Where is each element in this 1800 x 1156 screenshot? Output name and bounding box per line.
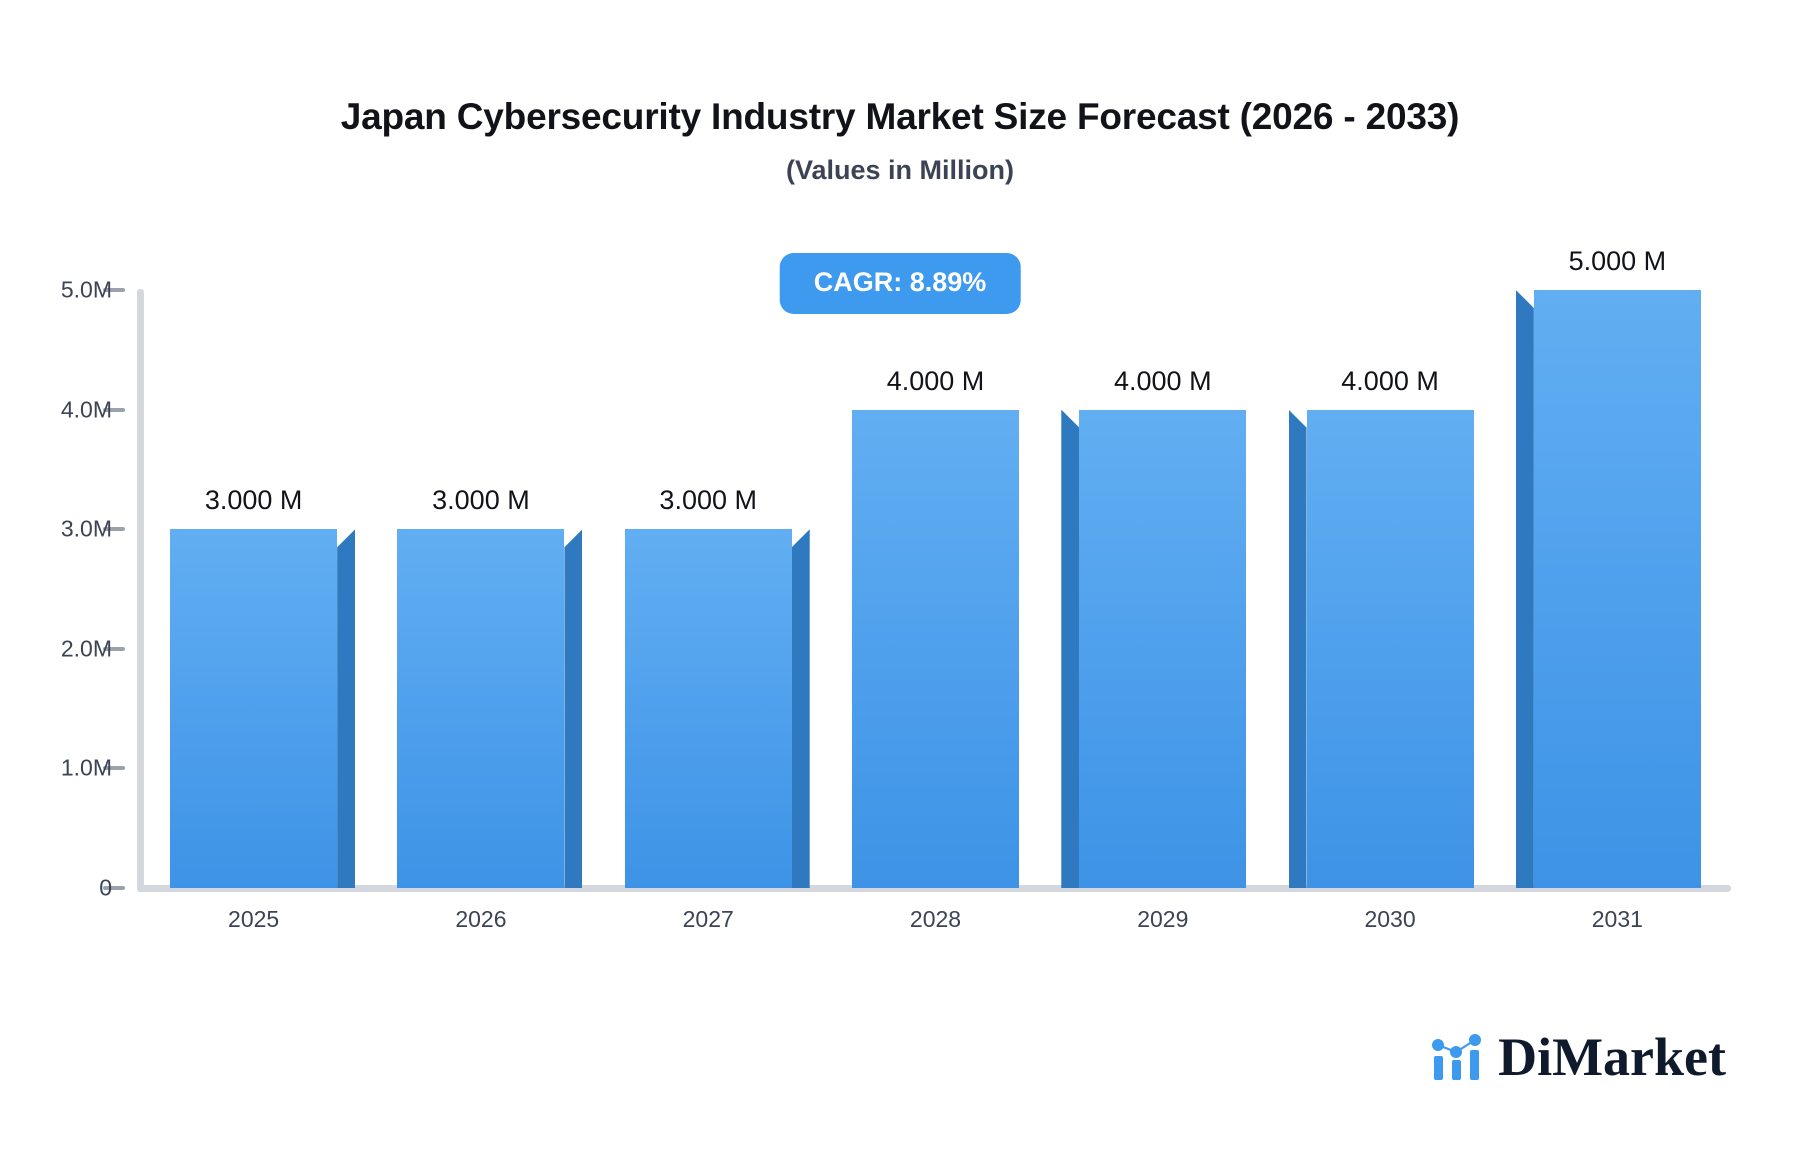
title-block: Japan Cybersecurity Industry Market Size…	[0, 96, 1800, 186]
bar-2029[interactable]: 4.000 M	[1061, 366, 1247, 888]
logo-wordmark: DiMarket	[1498, 1027, 1726, 1087]
bar-2025[interactable]: 3.000 M	[170, 485, 356, 888]
x-axis-line	[137, 885, 1731, 892]
bar-side-face	[791, 529, 810, 888]
bar-front-face	[170, 529, 338, 888]
bar-value-label: 3.000 M	[659, 485, 757, 516]
bar-value-label: 3.000 M	[204, 485, 303, 516]
y-axis-tick	[103, 288, 125, 292]
bar-front-face	[1533, 290, 1701, 888]
y-axis-tick	[103, 766, 125, 771]
y-axis-label: 0	[99, 874, 112, 901]
x-axis-label-2027: 2027	[682, 906, 734, 932]
bar-value-label: 5.000 M	[1568, 246, 1667, 276]
x-axis-label-2029: 2029	[1137, 906, 1189, 932]
x-axis-label-2030: 2030	[1364, 906, 1416, 932]
bar-2026[interactable]: 3.000 M	[397, 485, 583, 888]
bar-2027[interactable]: 3.000 M	[624, 485, 810, 888]
bar-value-label: 4.000 M	[1341, 365, 1439, 396]
bar-2031[interactable]: 5.000 M	[1515, 246, 1701, 888]
y-axis-label: 1.0M	[60, 754, 112, 781]
bar-front-face	[624, 529, 792, 888]
bar-front-face	[852, 409, 1019, 888]
bar-chart-icon	[1432, 1034, 1482, 1080]
bar-front-face	[1306, 409, 1474, 888]
x-axis-label-2025: 2025	[228, 906, 280, 932]
y-axis-label: 2.0M	[60, 635, 112, 662]
page-title: Japan Cybersecurity Industry Market Size…	[340, 96, 1460, 137]
bar-side-face	[1288, 409, 1307, 888]
y-axis-tick	[103, 646, 125, 651]
x-axis-label-2026: 2026	[455, 906, 507, 932]
bar-front-face	[397, 529, 565, 888]
bar-side-face	[564, 529, 583, 888]
y-axis-label: 4.0M	[60, 396, 112, 423]
bar-2028[interactable]: 4.000 M	[852, 366, 1019, 888]
bar-front-face	[1079, 409, 1247, 888]
bar-side-face	[337, 529, 356, 888]
cagr-badge: CAGR: 8.89%	[779, 253, 1021, 314]
dimarket-logo: DiMarket	[1430, 1030, 1726, 1084]
y-axis-tick	[103, 407, 125, 412]
bar-side-face	[1061, 409, 1080, 888]
bar-value-label: 4.000 M	[886, 365, 985, 396]
bar-2030[interactable]: 4.000 M	[1288, 366, 1474, 888]
x-axis-label-2028: 2028	[909, 906, 962, 932]
bar-value-label: 4.000 M	[1114, 365, 1212, 396]
y-axis-tick	[103, 527, 125, 532]
y-axis-line	[137, 289, 144, 891]
y-axis-label: 3.0M	[60, 515, 112, 542]
chart-subtitle: (Values in Million)	[785, 154, 1015, 185]
bar-value-label: 3.000 M	[432, 485, 530, 516]
bar-side-face	[1515, 290, 1534, 888]
y-axis-label: 5.0M	[60, 276, 112, 303]
y-axis-tick	[103, 886, 125, 890]
x-axis-label-2031: 2031	[1591, 906, 1643, 932]
